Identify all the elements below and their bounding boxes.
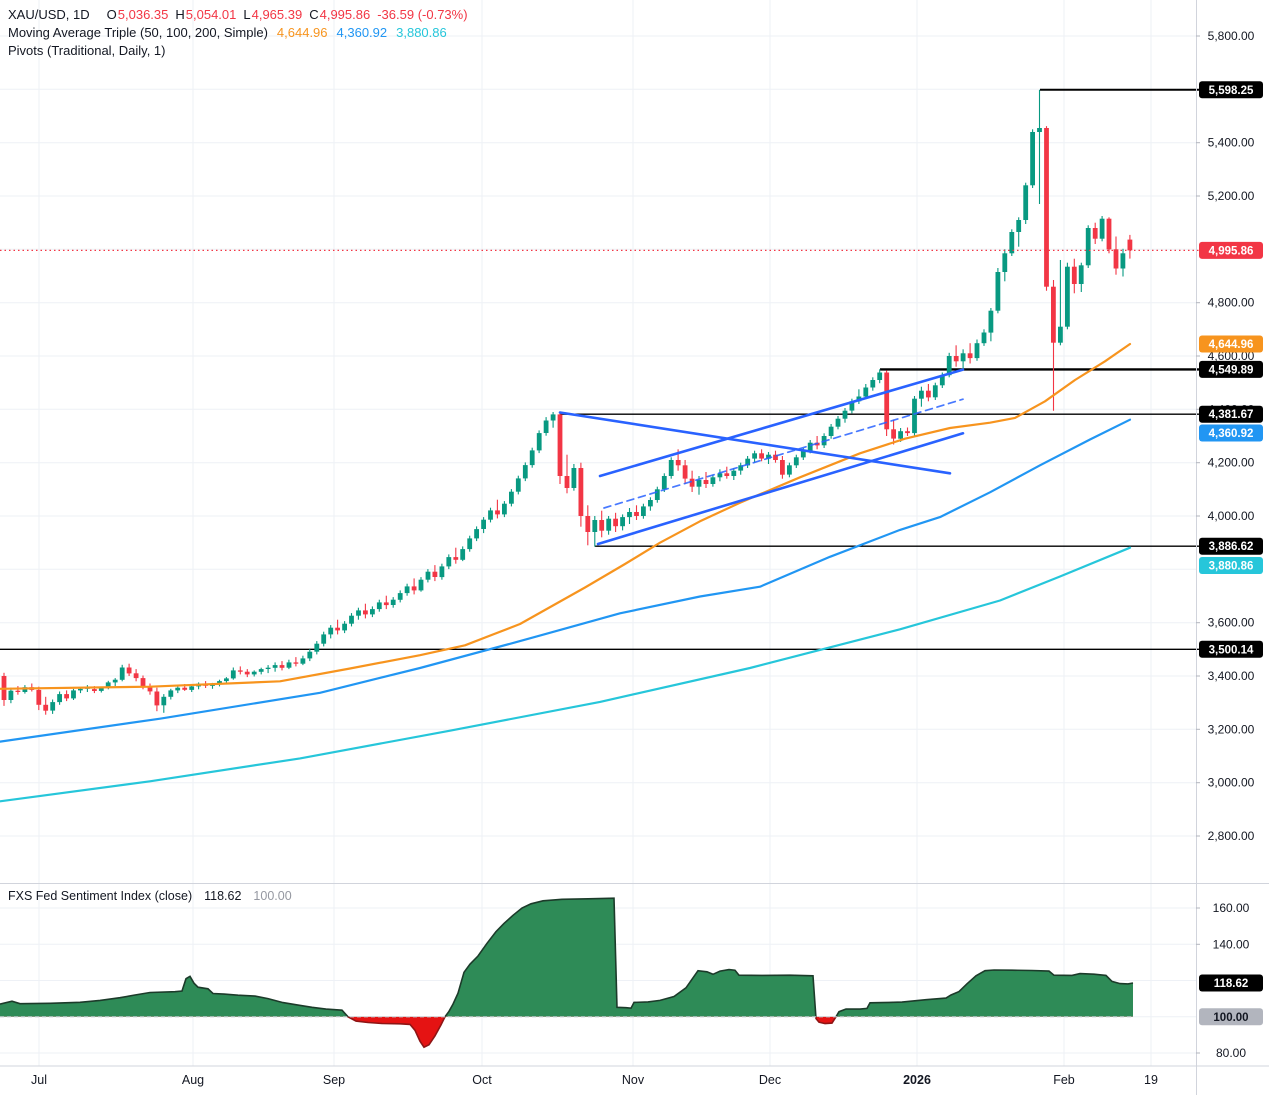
svg-text:4,381.67: 4,381.67 bbox=[1209, 409, 1254, 421]
sentiment-baseline-value: 100.00 bbox=[253, 889, 292, 903]
ma-50-line bbox=[0, 342, 1132, 690]
svg-text:160.00: 160.00 bbox=[1213, 901, 1250, 915]
ma-100-line bbox=[0, 418, 1132, 743]
pivots-indicator-label: Pivots (Traditional, Daily, 1) bbox=[8, 43, 166, 58]
svg-text:Dec: Dec bbox=[759, 1073, 781, 1087]
sentiment-area bbox=[0, 897, 1134, 1049]
svg-text:4,360.92: 4,360.92 bbox=[1209, 428, 1254, 440]
svg-text:5,200.00: 5,200.00 bbox=[1208, 189, 1255, 203]
ma200-value: 3,880.86 bbox=[396, 25, 447, 40]
svg-text:3,400.00: 3,400.00 bbox=[1208, 669, 1255, 683]
legend-ma-row[interactable]: Moving Average Triple (50, 100, 200, Sim… bbox=[8, 24, 468, 42]
open-label: O bbox=[106, 7, 117, 22]
change-value: -36.59 (-0.73%) bbox=[377, 7, 468, 22]
ma-indicator-label: Moving Average Triple (50, 100, 200, Sim… bbox=[8, 25, 268, 40]
svg-text:4,644.96: 4,644.96 bbox=[1209, 339, 1254, 351]
svg-text:118.62: 118.62 bbox=[1214, 978, 1249, 990]
close-label: C bbox=[309, 7, 319, 22]
sentiment-legend[interactable]: FXS Fed Sentiment Index (close) 118.62 100… bbox=[8, 889, 292, 903]
svg-text:3,880.86: 3,880.86 bbox=[1209, 561, 1254, 573]
svg-text:19: 19 bbox=[1144, 1073, 1158, 1087]
svg-text:3,000.00: 3,000.00 bbox=[1208, 776, 1255, 790]
svg-text:5,598.25: 5,598.25 bbox=[1209, 85, 1254, 97]
svg-text:2,800.00: 2,800.00 bbox=[1208, 829, 1255, 843]
svg-text:3,500.14: 3,500.14 bbox=[1209, 644, 1254, 656]
pivot-level-lines bbox=[0, 88, 1199, 650]
svg-text:3,200.00: 3,200.00 bbox=[1208, 722, 1255, 736]
svg-text:Oct: Oct bbox=[472, 1073, 492, 1087]
legend-pivots-row[interactable]: Pivots (Traditional, Daily, 1) bbox=[8, 42, 468, 60]
symbol-title: XAU/USD, 1D bbox=[8, 7, 90, 22]
svg-text:2026: 2026 bbox=[903, 1073, 931, 1087]
low-label: L bbox=[243, 7, 251, 22]
svg-text:5,800.00: 5,800.00 bbox=[1208, 29, 1255, 43]
close-value: 4,995.86 bbox=[319, 7, 371, 22]
ma50-value: 4,644.96 bbox=[276, 25, 328, 40]
svg-text:80.00: 80.00 bbox=[1216, 1046, 1246, 1060]
svg-text:Jul: Jul bbox=[31, 1073, 47, 1087]
high-value: 5,054.01 bbox=[185, 7, 237, 22]
ma100-value: 4,360.92 bbox=[336, 25, 388, 40]
trendlines[interactable] bbox=[558, 368, 965, 546]
svg-text:Feb: Feb bbox=[1053, 1073, 1075, 1087]
svg-text:5,400.00: 5,400.00 bbox=[1208, 136, 1255, 150]
sentiment-axis[interactable]: 160.00 140.00 80.00 bbox=[1196, 901, 1250, 1060]
candles-series bbox=[1, 89, 1133, 715]
svg-text:3,600.00: 3,600.00 bbox=[1208, 616, 1255, 630]
svg-text:Sep: Sep bbox=[323, 1073, 345, 1087]
svg-text:4,995.86: 4,995.86 bbox=[1209, 245, 1254, 257]
svg-text:4,200.00: 4,200.00 bbox=[1208, 456, 1255, 470]
svg-text:100.00: 100.00 bbox=[1213, 1012, 1248, 1024]
svg-text:4,800.00: 4,800.00 bbox=[1208, 296, 1255, 310]
ma-200-line bbox=[0, 546, 1132, 803]
svg-text:3,886.62: 3,886.62 bbox=[1209, 541, 1254, 553]
svg-text:4,000.00: 4,000.00 bbox=[1208, 509, 1255, 523]
open-value: 5,036.35 bbox=[117, 7, 169, 22]
sentiment-value: 118.62 bbox=[204, 889, 242, 903]
svg-text:140.00: 140.00 bbox=[1213, 937, 1250, 951]
sentiment-indicator-label: FXS Fed Sentiment Index (close) bbox=[8, 889, 193, 903]
chart-legend: XAU/USD, 1D O5,036.35 H5,054.01 L4,965.39 C4… bbox=[8, 6, 468, 60]
legend-symbol-row[interactable]: XAU/USD, 1D O5,036.35 H5,054.01 L4,965.39 C4… bbox=[8, 6, 468, 24]
price-axis-badges: 5,598.25 4,995.86 4,644.96 4,549.89 4,381.67… bbox=[1199, 81, 1263, 1026]
svg-text:Nov: Nov bbox=[622, 1073, 645, 1087]
svg-text:Aug: Aug bbox=[182, 1073, 204, 1087]
low-value: 4,965.39 bbox=[251, 7, 303, 22]
high-label: H bbox=[175, 7, 185, 22]
time-axis[interactable]: Jul Aug Sep Oct Nov Dec 2026 Feb 19 bbox=[31, 1073, 1158, 1087]
svg-text:4,549.89: 4,549.89 bbox=[1209, 364, 1254, 376]
